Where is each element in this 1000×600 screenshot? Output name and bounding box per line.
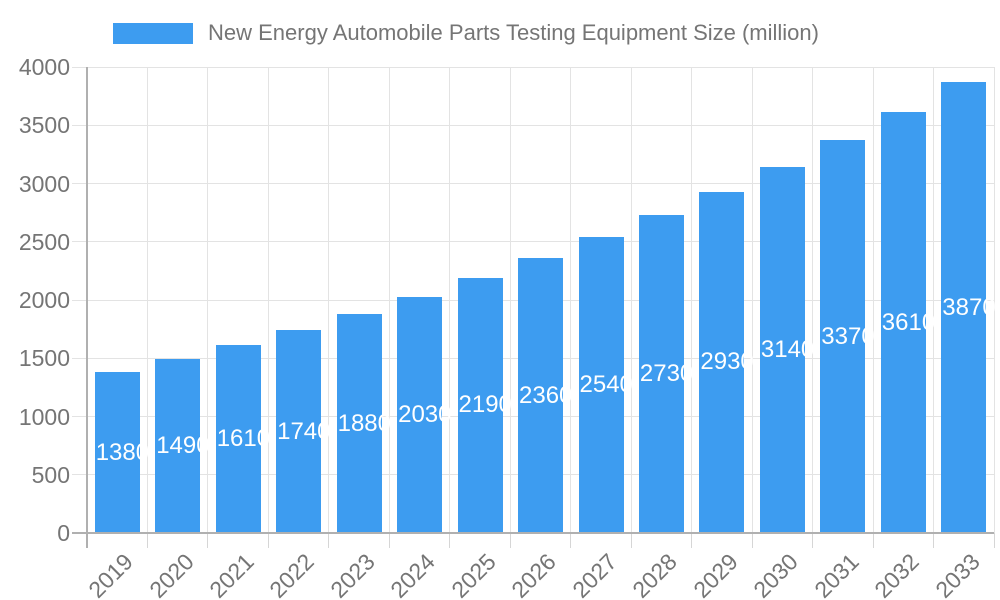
gridline-vertical (872, 67, 874, 533)
gridline-vertical (570, 67, 572, 533)
x-axis-tick-mark (630, 533, 632, 548)
x-axis-tick-label: 2032 (869, 548, 924, 600)
gridline-vertical (812, 67, 814, 533)
bar (638, 215, 684, 533)
gridline-horizontal (72, 241, 994, 243)
bar (457, 277, 503, 533)
x-axis-tick-label: 2023 (325, 548, 380, 600)
bar (941, 82, 987, 533)
bar (276, 330, 322, 533)
x-axis-tick-mark (207, 533, 209, 548)
bar (336, 314, 382, 533)
gridline-vertical (207, 67, 209, 533)
y-axis-tick-label: 3500 (18, 112, 70, 139)
x-axis-tick-mark (872, 533, 874, 548)
y-axis-tick-label: 500 (31, 461, 70, 488)
gridline-vertical (449, 67, 451, 533)
y-axis-tick-label: 1500 (18, 345, 70, 372)
gridline-vertical (509, 67, 511, 533)
x-axis-tick-label: 2019 (83, 548, 138, 600)
x-axis-tick-mark (449, 533, 451, 548)
x-axis-tick-label: 2031 (808, 548, 864, 600)
legend-swatch (113, 22, 193, 44)
bar (155, 359, 201, 533)
x-axis-tick-mark (147, 533, 148, 548)
legend-label: New Energy Automobile Parts Testing Equi… (208, 20, 819, 45)
bar (699, 191, 745, 533)
x-axis-tick-mark (751, 533, 753, 548)
gridline-vertical (630, 67, 632, 533)
x-axis-tick-label: 2021 (204, 548, 259, 600)
gridline-vertical (328, 67, 330, 533)
y-axis-tick-label: 2000 (18, 287, 70, 313)
x-axis-tick-mark (570, 533, 572, 548)
y-axis-tick-label: 4000 (18, 54, 70, 80)
gridline-horizontal (72, 183, 994, 184)
gridline-vertical (993, 67, 995, 533)
x-axis-line (72, 532, 994, 534)
bar (578, 237, 624, 533)
gridline-vertical (147, 67, 148, 533)
y-axis-tick-label: 2500 (18, 228, 70, 255)
gridline-vertical (933, 67, 934, 533)
x-axis-tick-label: 2033 (929, 548, 985, 600)
gridline-vertical (691, 67, 693, 533)
bar (820, 140, 866, 533)
gridline-vertical (751, 67, 753, 533)
y-axis-tick-label: 0 (57, 520, 70, 546)
gridline-horizontal (72, 124, 994, 126)
bar (518, 258, 563, 533)
y-axis-tick-label: 1000 (18, 403, 70, 430)
x-axis-tick-mark (993, 533, 995, 548)
x-axis-tick-label: 2030 (748, 548, 804, 600)
y-axis-line (86, 67, 88, 548)
x-axis-tick-label: 2022 (264, 548, 320, 600)
y-axis-tick-label: 3000 (18, 170, 70, 197)
gridline-horizontal (72, 66, 994, 68)
x-axis-tick-mark (328, 533, 330, 548)
chart-legend[interactable]: New Energy Automobile Parts Testing Equi… (113, 18, 819, 48)
x-axis-tick-mark (691, 533, 693, 548)
x-axis-tick-label: 2020 (143, 548, 199, 600)
x-axis-tick-label: 2029 (688, 548, 743, 600)
bar (215, 345, 261, 533)
x-axis-tick-label: 2026 (506, 548, 562, 600)
bar (397, 296, 443, 533)
x-axis-tick-mark (388, 533, 390, 548)
x-axis-tick-mark (812, 533, 814, 548)
gridline-vertical (267, 67, 269, 533)
bar (94, 372, 140, 533)
x-axis-tick-mark (933, 533, 934, 548)
x-axis-tick-label: 2028 (627, 548, 683, 600)
gridline-vertical (388, 67, 390, 533)
x-axis-tick-mark (509, 533, 511, 548)
x-axis-tick-label: 2024 (385, 548, 441, 600)
x-axis-tick-label: 2027 (567, 548, 622, 600)
bar (759, 167, 805, 533)
bar (880, 112, 926, 533)
x-axis-tick-mark (267, 533, 269, 548)
x-axis-tick-label: 2025 (446, 548, 501, 600)
